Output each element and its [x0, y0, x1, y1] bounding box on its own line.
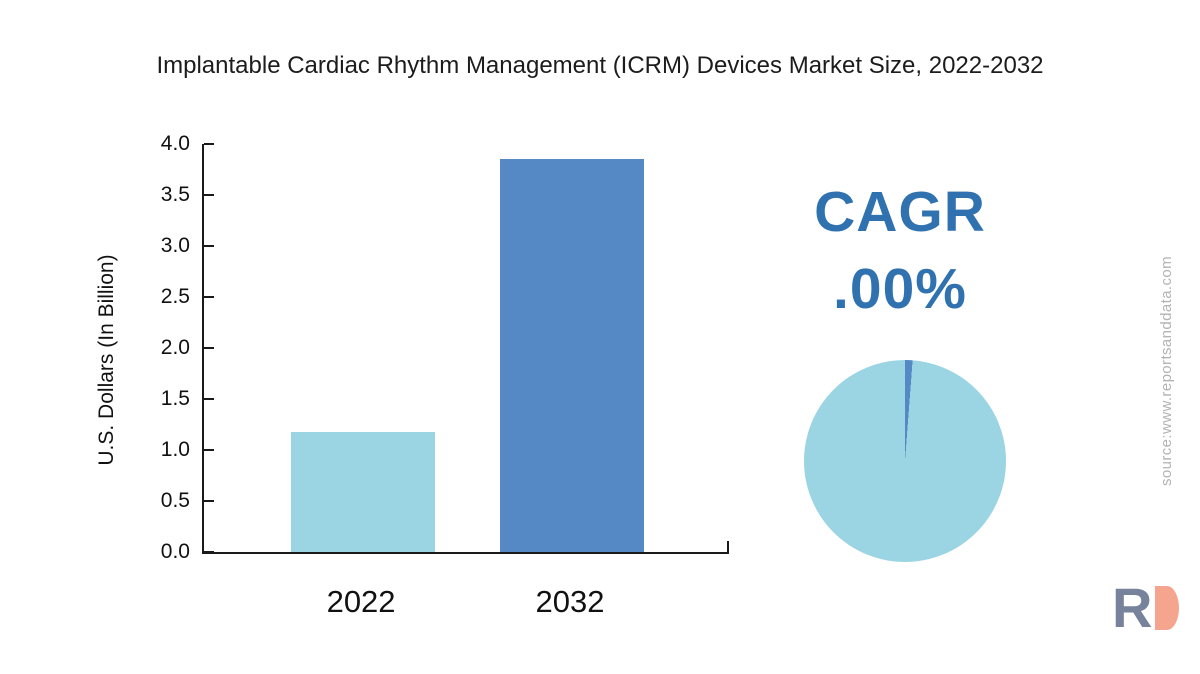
- plot-area: 0.0 0.5 1.0 1.5 2.0 2.5 3.0 3.5 4.0: [161, 132, 729, 563]
- bar-2022: [291, 431, 435, 552]
- cagr-block: CAGR .00%: [790, 174, 1010, 328]
- y-tick-label: 3.5: [160, 183, 190, 206]
- reportsanddata-logo: R: [1112, 576, 1180, 639]
- source-watermark: source:www.reportsanddata.com: [1158, 255, 1175, 486]
- y-tick-line: [204, 500, 214, 502]
- y-tick-label: 3.0: [160, 234, 190, 257]
- y-tick-label: 4.0: [160, 132, 190, 155]
- x-axis-end-tick: [727, 541, 729, 552]
- logo-d-icon: [1155, 586, 1180, 630]
- y-tick-line: [204, 296, 214, 298]
- y-tick-label: 1.0: [160, 438, 190, 461]
- y-tick-line: [204, 398, 214, 400]
- cagr-value: .00%: [833, 257, 967, 321]
- cagr-label: CAGR: [814, 180, 986, 244]
- cagr-pie-chart: [804, 360, 1006, 562]
- logo-letter-r: R: [1112, 576, 1153, 639]
- y-tick-line: [204, 194, 214, 196]
- y-tick-label: 2.5: [160, 285, 190, 308]
- bar-2032: [500, 159, 644, 552]
- y-tick-label: 1.5: [160, 387, 190, 410]
- y-tick-line: [204, 245, 214, 247]
- y-tick-label: 0.5: [160, 489, 190, 512]
- y-tick-line: [204, 551, 214, 553]
- chart-title: Implantable Cardiac Rhythm Management (I…: [156, 52, 1044, 79]
- y-axis-label: U.S. Dollars (In Billion): [95, 254, 118, 466]
- y-tick-label: 0.0: [160, 540, 190, 563]
- x-tick-label-2022: 2022: [326, 584, 396, 619]
- y-tick-label: 2.0: [160, 336, 190, 359]
- x-tick-label-2032: 2032: [535, 584, 605, 619]
- y-tick-line: [204, 449, 214, 451]
- y-tick-line: [204, 143, 214, 145]
- y-tick-line: [204, 347, 214, 349]
